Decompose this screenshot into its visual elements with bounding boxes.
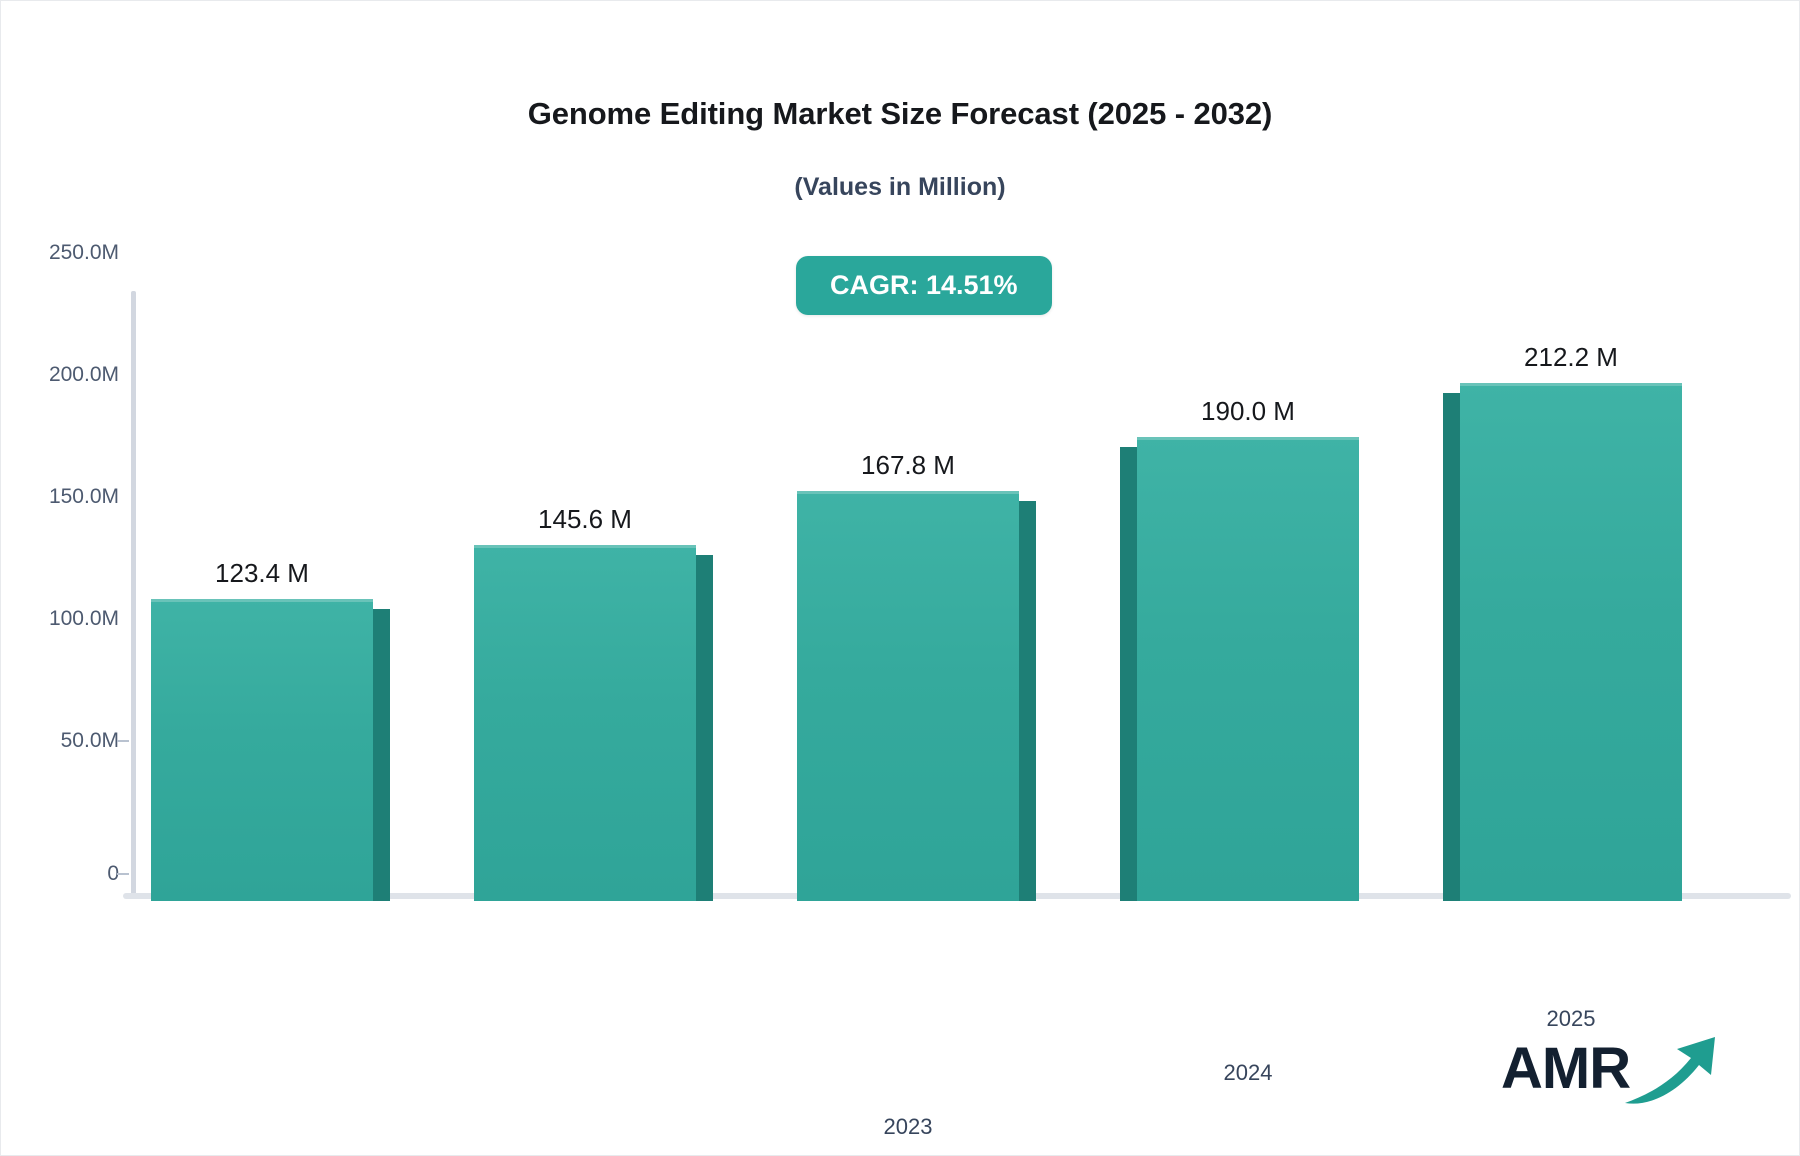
bar-group-2021[interactable]: 123.4 M 2021	[151, 558, 390, 901]
bar-2021[interactable]	[151, 599, 373, 901]
bar-value-2025: 212.2 M	[1524, 342, 1618, 372]
y-tick-mark-50	[117, 740, 129, 742]
bar-highlight	[1137, 437, 1359, 440]
y-tick-mark-0	[117, 873, 129, 875]
y-tick-150: 150.0M	[48, 485, 119, 508]
chart-subtitle: (Values in Million)	[794, 173, 1006, 201]
x-label-2024: 2024	[1223, 1060, 1273, 1085]
bar-value-2022: 145.6 M	[538, 504, 632, 534]
bar-side-2023	[1019, 501, 1036, 901]
bar-value-2024: 190.0 M	[1201, 396, 1295, 426]
y-tick-100: 100.0M	[48, 607, 119, 630]
bar-highlight	[474, 545, 696, 548]
bar-2024[interactable]	[1137, 437, 1359, 901]
plot-area: 250.0M 200.0M 150.0M 100.0M 50.0M 0 123.…	[49, 241, 1791, 1139]
y-tick-50: 50.0M	[60, 729, 119, 752]
bar-side-2022	[696, 555, 713, 901]
y-tick-250: 250.0M	[48, 241, 119, 264]
y-tick-0: 0	[107, 862, 119, 885]
bar-group-2025[interactable]: 212.2 M 2025	[1443, 342, 1682, 1031]
amr-logo: AMR	[1501, 1025, 1751, 1125]
growth-arrow-icon	[1625, 1037, 1715, 1104]
bar-group-2024[interactable]: 190.0 M 2024	[1120, 396, 1359, 1085]
bar-highlight	[797, 491, 1019, 494]
amr-logo-text: AMR	[1501, 1036, 1631, 1101]
bar-value-2021: 123.4 M	[215, 558, 309, 588]
bar-2023[interactable]	[797, 491, 1019, 901]
bar-group-2023[interactable]: 167.8 M 2023	[797, 450, 1036, 1139]
cagr-badge: CAGR: 14.51%	[796, 256, 1052, 315]
bar-highlight	[151, 599, 373, 602]
bar-side-2021	[373, 609, 390, 901]
x-label-2023: 2023	[883, 1114, 933, 1139]
chart-title: Genome Editing Market Size Forecast (202…	[527, 96, 1273, 131]
bar-value-2023: 167.8 M	[861, 450, 955, 480]
x-label-2025: 2025	[1546, 1006, 1596, 1031]
bar-2025[interactable]	[1460, 383, 1682, 901]
bar-side-2024	[1120, 447, 1137, 901]
bar-side-2025	[1443, 393, 1460, 901]
bar-2022[interactable]	[474, 545, 696, 901]
bar-highlight	[1460, 383, 1682, 386]
y-axis-line	[131, 291, 136, 899]
y-tick-200: 200.0M	[48, 363, 119, 386]
bar-group-2022[interactable]: 145.6 M 2022	[474, 504, 713, 901]
